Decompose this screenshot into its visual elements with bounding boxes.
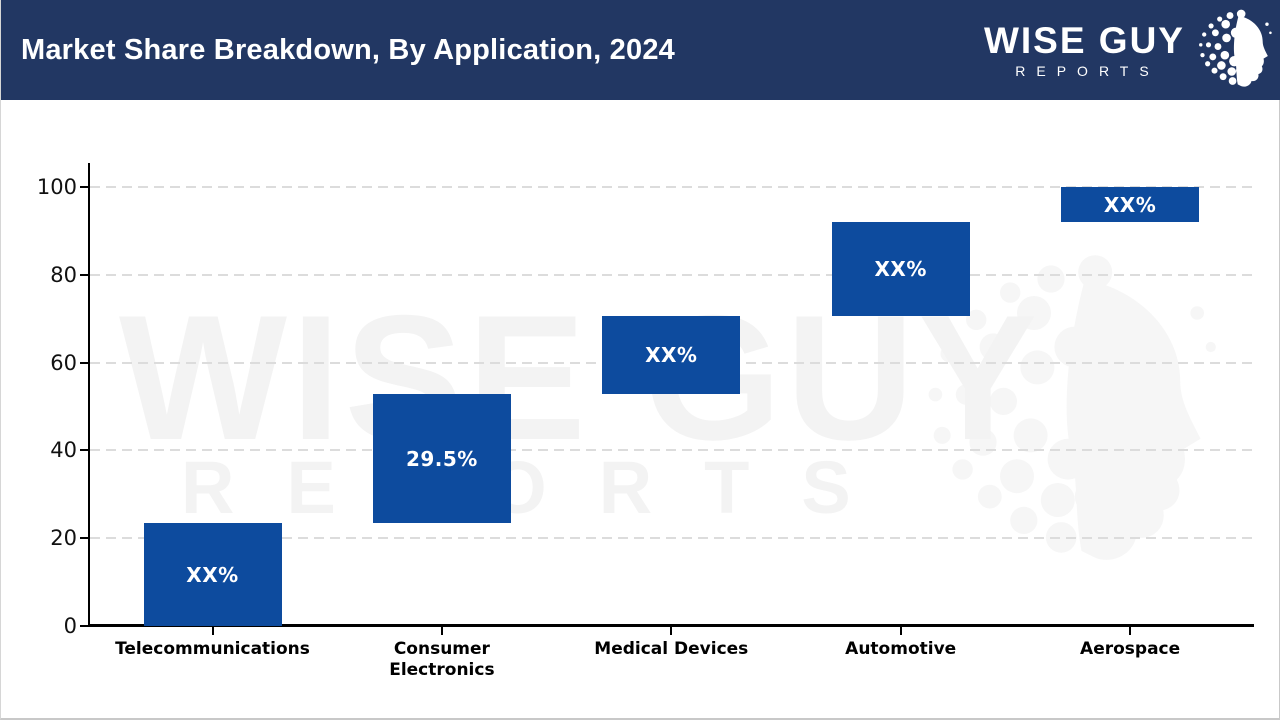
bar-segment: 29.5% <box>372 393 511 524</box>
y-tick-label-20: 20 <box>50 526 77 551</box>
y-tick-40 <box>80 449 88 452</box>
header-bar: Market Share Breakdown, By Application, … <box>1 0 1280 100</box>
x-axis-spine <box>89 624 1254 627</box>
y-tick-label-100: 100 <box>36 175 77 199</box>
y-tick-label-80: 80 <box>50 262 77 287</box>
y-tick-20 <box>80 537 88 540</box>
bar-value-label: 29.5% <box>405 446 478 471</box>
gridline-100 <box>90 186 1254 188</box>
brand-logo-text: WISE GUY REPORTS <box>984 22 1185 79</box>
bar-segment: XX% <box>143 523 282 626</box>
x-category-label: Aerospace <box>1080 639 1181 659</box>
bar-value-label: XX% <box>645 342 698 367</box>
y-tick-60 <box>80 361 88 364</box>
watermark-text-line2: REPORTS <box>181 446 903 529</box>
x-category-label: Automotive <box>845 639 957 659</box>
chart-title: Market Share Breakdown, By Application, … <box>21 33 675 66</box>
bar-segment: XX% <box>602 316 741 394</box>
gridline-80 <box>90 273 1254 276</box>
brand-logo: WISE GUY REPORTS <box>984 4 1273 96</box>
bar-value-label: XX% <box>186 562 239 587</box>
y-tick-100 <box>80 186 88 188</box>
x-tick <box>1129 627 1132 635</box>
bar-value-label: XX% <box>1103 192 1157 217</box>
y-tick-label-0: 0 <box>63 614 77 638</box>
brand-subtitle: REPORTS <box>1015 62 1160 79</box>
y-tick-0 <box>80 625 88 627</box>
bar-segment: XX% <box>1061 187 1200 223</box>
brand-name: WISE GUY <box>983 19 1185 61</box>
x-tick <box>899 627 902 635</box>
y-tick-label-40: 40 <box>50 438 77 463</box>
y-axis-spine <box>88 163 90 627</box>
x-category-label: Telecommunications <box>115 639 310 659</box>
bar-segment: XX% <box>831 222 970 317</box>
x-category-label: Medical Devices <box>594 639 749 659</box>
bar-value-label: XX% <box>874 257 927 282</box>
x-category-label: Consumer Electronics <box>389 639 495 681</box>
x-tick <box>670 627 673 635</box>
gridline-40 <box>90 449 1254 452</box>
y-tick-80 <box>80 273 88 276</box>
y-tick-label-60: 60 <box>50 350 77 375</box>
x-tick <box>211 627 214 635</box>
gridline-20 <box>90 537 1254 540</box>
x-tick <box>440 627 443 635</box>
